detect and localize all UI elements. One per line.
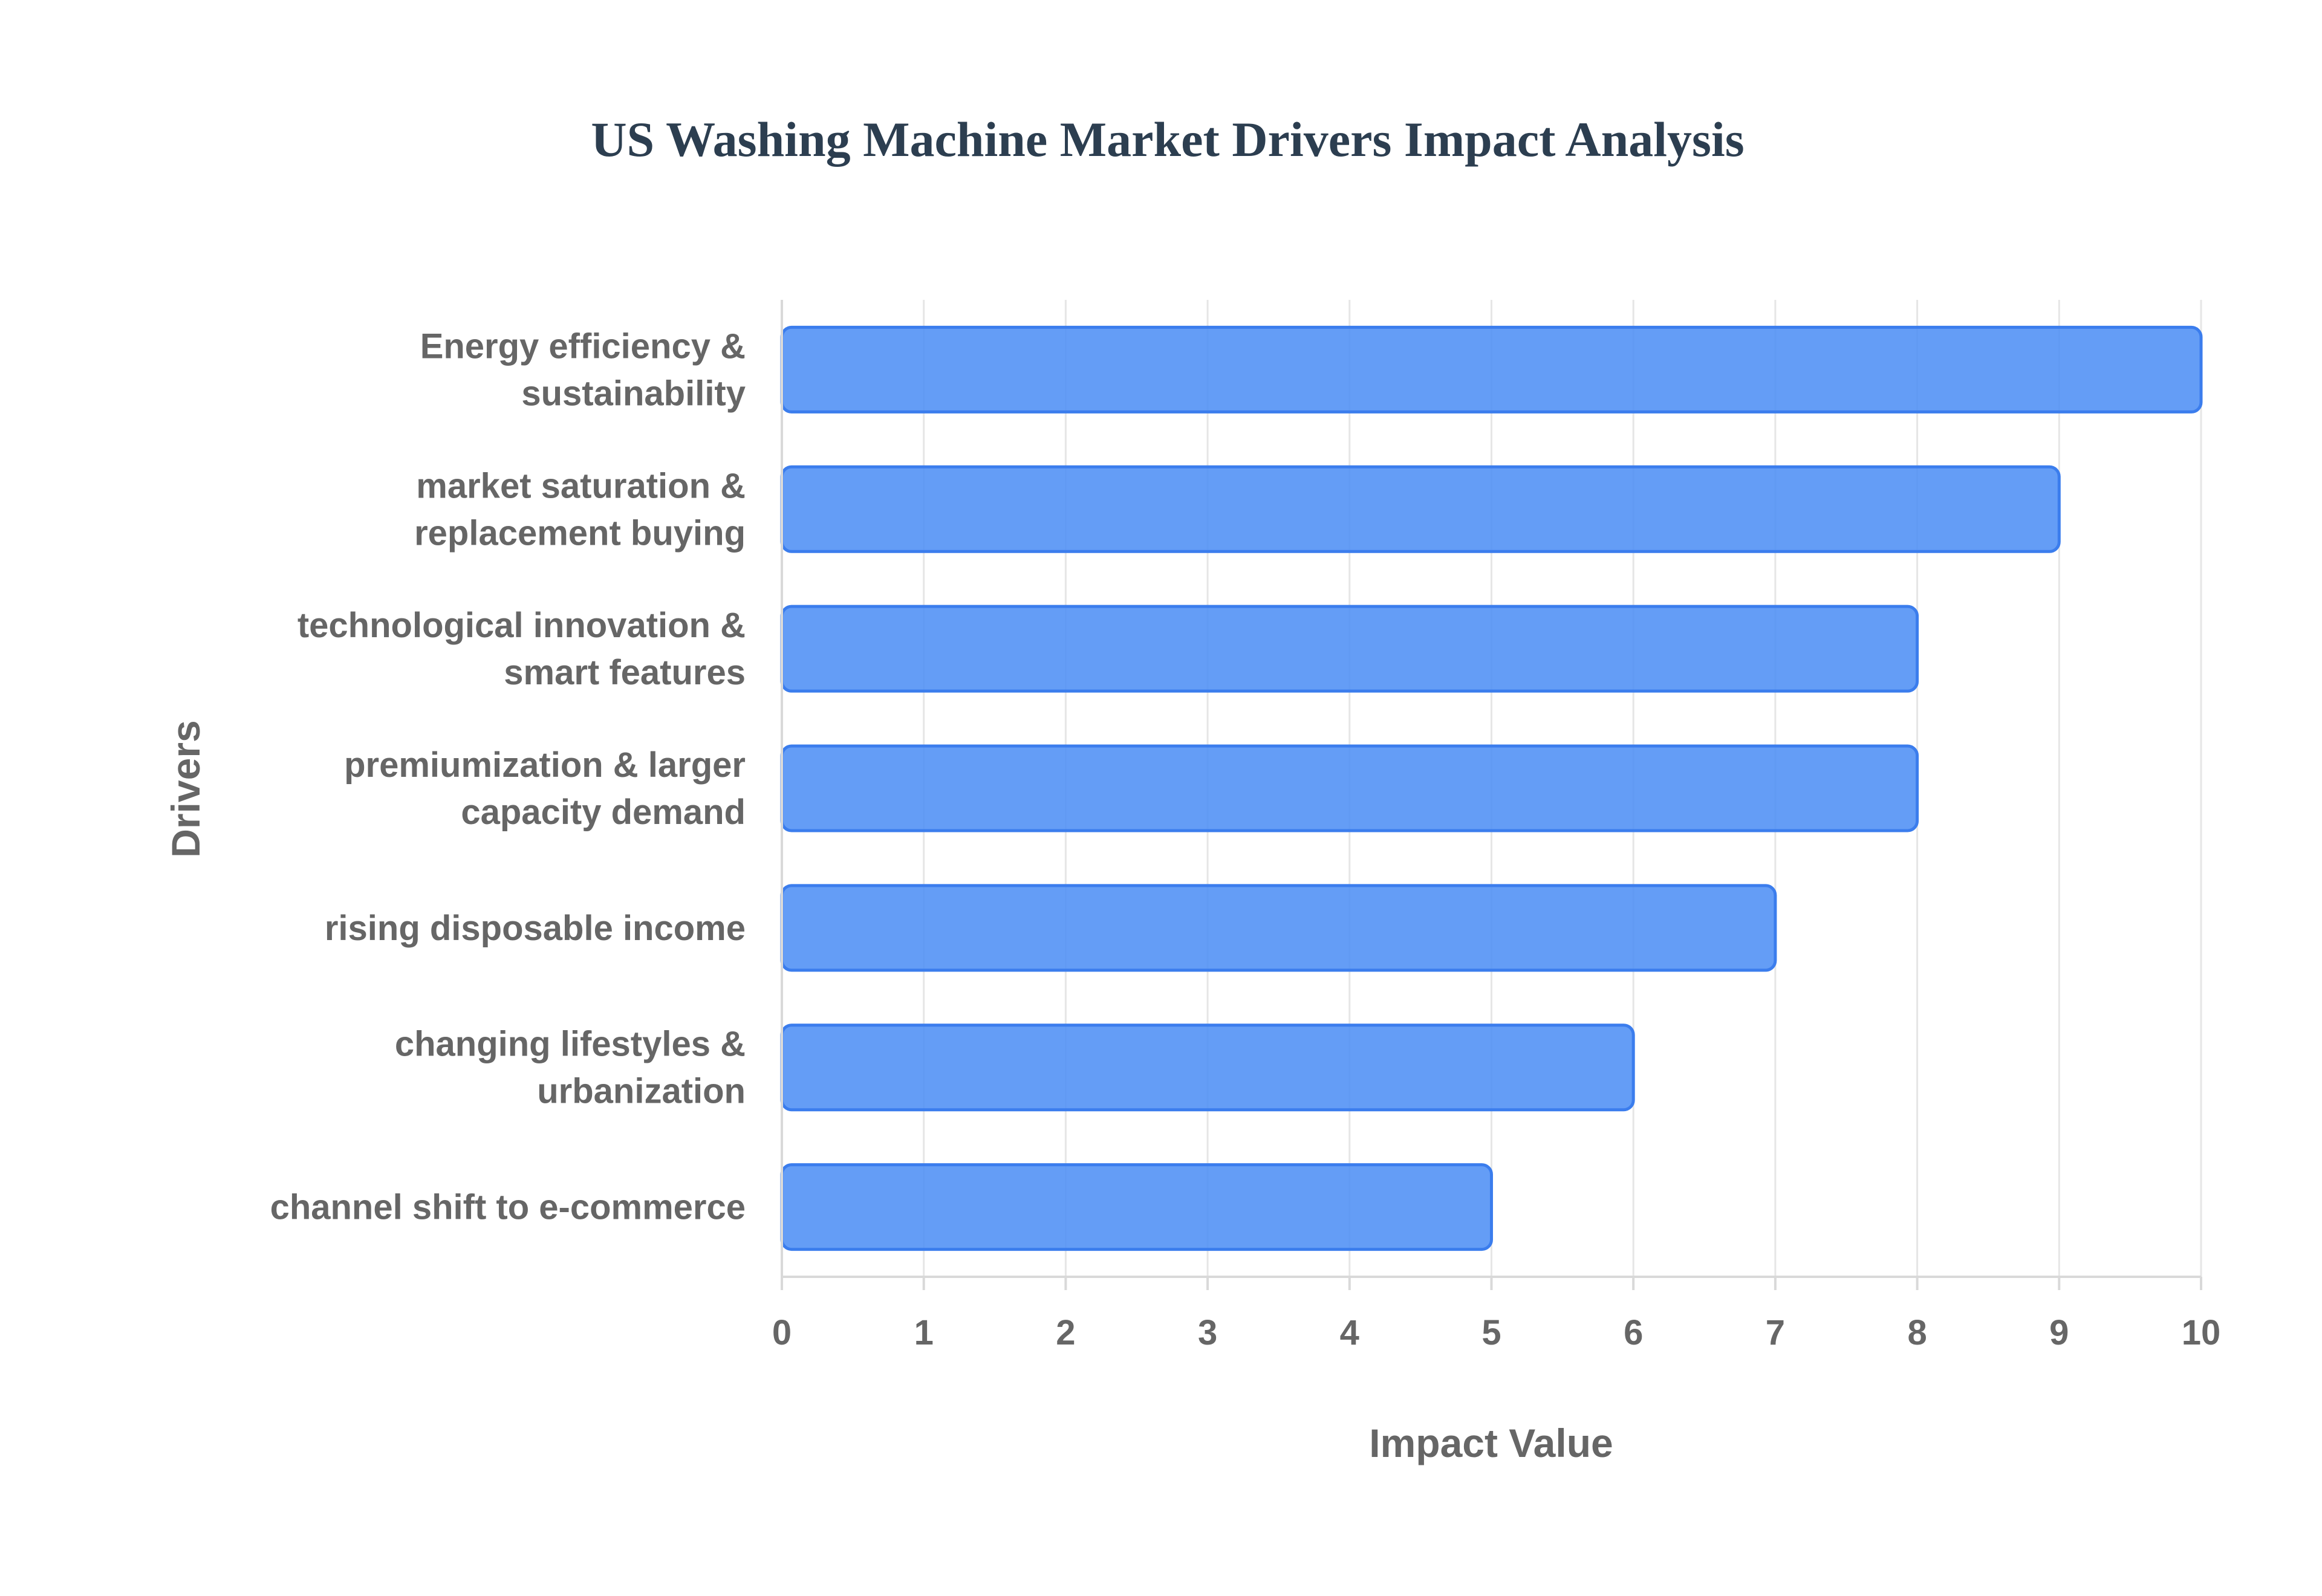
x-tick-label: 4 (1340, 1313, 1359, 1352)
bar (780, 325, 2203, 414)
category-label: technological innovation & smart features (298, 606, 746, 692)
x-tick-label: 8 (1907, 1313, 1927, 1352)
category-label: channel shift to e-commerce (270, 1188, 746, 1227)
axes (781, 300, 2202, 1290)
category-label: Energy efficiency & sustainability (420, 326, 746, 413)
x-tick-label: 3 (1198, 1313, 1217, 1352)
bar (780, 1163, 1493, 1251)
bar (780, 884, 1777, 972)
category-label: market saturation & replacement buying (414, 466, 746, 553)
category-label-line: rising disposable income (325, 909, 746, 948)
x-tick-label: 6 (1624, 1313, 1643, 1352)
x-tick-label: 5 (1481, 1313, 1501, 1352)
bar (780, 605, 1919, 693)
category-label-line: changing lifestyles & (395, 1025, 746, 1064)
category-labels: Energy efficiency & sustainability market … (270, 326, 746, 1227)
bar (780, 1023, 1635, 1112)
category-label-line: channel shift to e-commerce (270, 1188, 746, 1227)
x-tick-label: 7 (1766, 1313, 1785, 1352)
category-label-line: premiumization & larger (344, 745, 746, 785)
bar (780, 465, 2061, 553)
x-tick-label: 9 (2049, 1313, 2069, 1352)
chart-title: US Washing Machine Market Drivers Impact… (591, 112, 1744, 167)
x-axis-title: Impact Value (1369, 1421, 1613, 1465)
x-tick-label: 0 (772, 1313, 792, 1352)
x-tick-labels: 0 1 2 3 4 5 6 7 8 9 10 (772, 1313, 2220, 1352)
category-label-line: technological innovation & (298, 606, 746, 645)
x-tick-label: 2 (1056, 1313, 1075, 1352)
category-label: changing lifestyles & urbanization (395, 1025, 746, 1111)
category-label-line: capacity demand (461, 793, 746, 832)
category-label-line: replacement buying (414, 513, 746, 553)
bars (780, 325, 2203, 1251)
category-label-line: urbanization (537, 1072, 746, 1111)
category-label-line: Energy efficiency & (420, 326, 746, 366)
x-tick-label: 10 (2182, 1313, 2221, 1352)
category-label: rising disposable income (325, 909, 746, 948)
category-label: premiumization & larger capacity demand (344, 745, 746, 832)
category-label-line: smart features (504, 653, 746, 692)
category-label-line: market saturation & (416, 466, 746, 505)
bar (780, 744, 1919, 832)
category-label-line: sustainability (521, 374, 746, 413)
x-tick-label: 1 (914, 1313, 934, 1352)
y-axis-title: Drivers (163, 720, 208, 858)
